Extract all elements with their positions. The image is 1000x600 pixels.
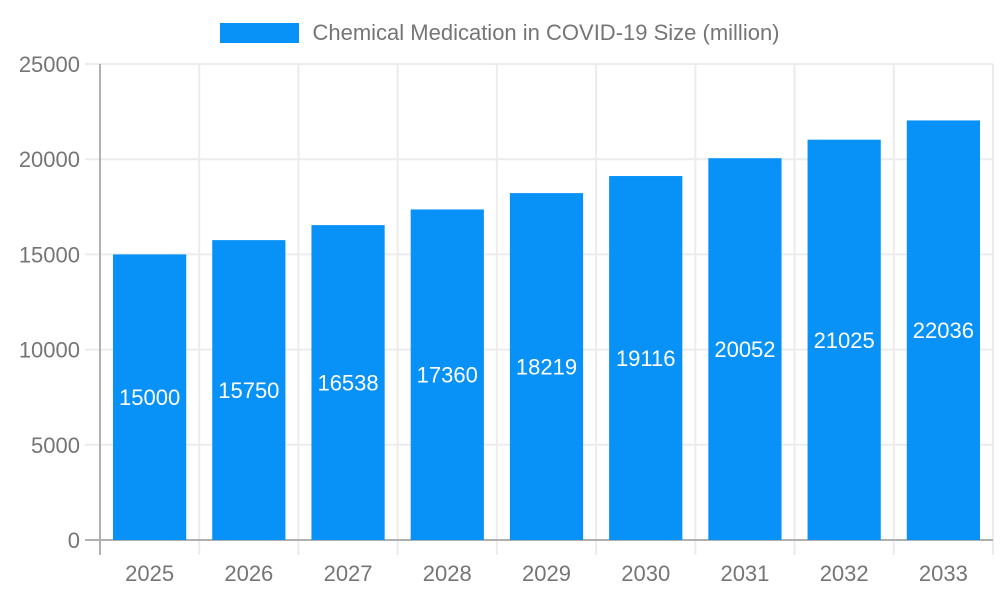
bar-value-label: 21025 <box>814 328 875 353</box>
bar-value-label: 20052 <box>714 337 775 362</box>
x-axis-tick-label: 2029 <box>522 561 571 586</box>
legend-series-label: Chemical Medication in COVID-19 Size (mi… <box>312 20 780 45</box>
y-axis-tick-label: 10000 <box>19 338 80 363</box>
legend-swatch <box>220 23 300 43</box>
y-axis-tick-label: 20000 <box>19 147 80 172</box>
bar <box>311 225 385 540</box>
y-axis-tick-label: 5000 <box>31 433 80 458</box>
x-axis-tick-label: 2033 <box>919 561 968 586</box>
bar-value-label: 18219 <box>516 355 577 380</box>
bar-value-label: 22036 <box>913 318 974 343</box>
y-axis-tick-label: 15000 <box>19 242 80 267</box>
bar <box>906 120 980 540</box>
bar-value-label: 15000 <box>119 385 180 410</box>
x-axis-tick-label: 2031 <box>720 561 769 586</box>
x-axis-tick-label: 2027 <box>324 561 373 586</box>
x-axis-tick-label: 2030 <box>621 561 670 586</box>
x-axis-tick-label: 2025 <box>125 561 174 586</box>
bar-value-label: 16538 <box>317 371 378 396</box>
bar-value-label: 17360 <box>417 363 478 388</box>
y-axis-tick-label: 25000 <box>19 52 80 77</box>
bar <box>212 240 286 540</box>
bar <box>807 139 881 540</box>
bar <box>708 158 782 541</box>
y-axis-tick-label: 0 <box>68 528 80 553</box>
chart-legend: Chemical Medication in COVID-19 Size (mi… <box>0 18 1000 48</box>
bar <box>609 176 683 540</box>
bar <box>113 254 187 540</box>
bar <box>509 193 584 541</box>
bar <box>410 209 484 540</box>
x-axis-tick-label: 2026 <box>224 561 273 586</box>
x-axis-tick-label: 2032 <box>820 561 869 586</box>
x-axis-tick-label: 2028 <box>423 561 472 586</box>
bar-value-label: 15750 <box>218 378 279 403</box>
bar-value-label: 19116 <box>616 346 676 371</box>
